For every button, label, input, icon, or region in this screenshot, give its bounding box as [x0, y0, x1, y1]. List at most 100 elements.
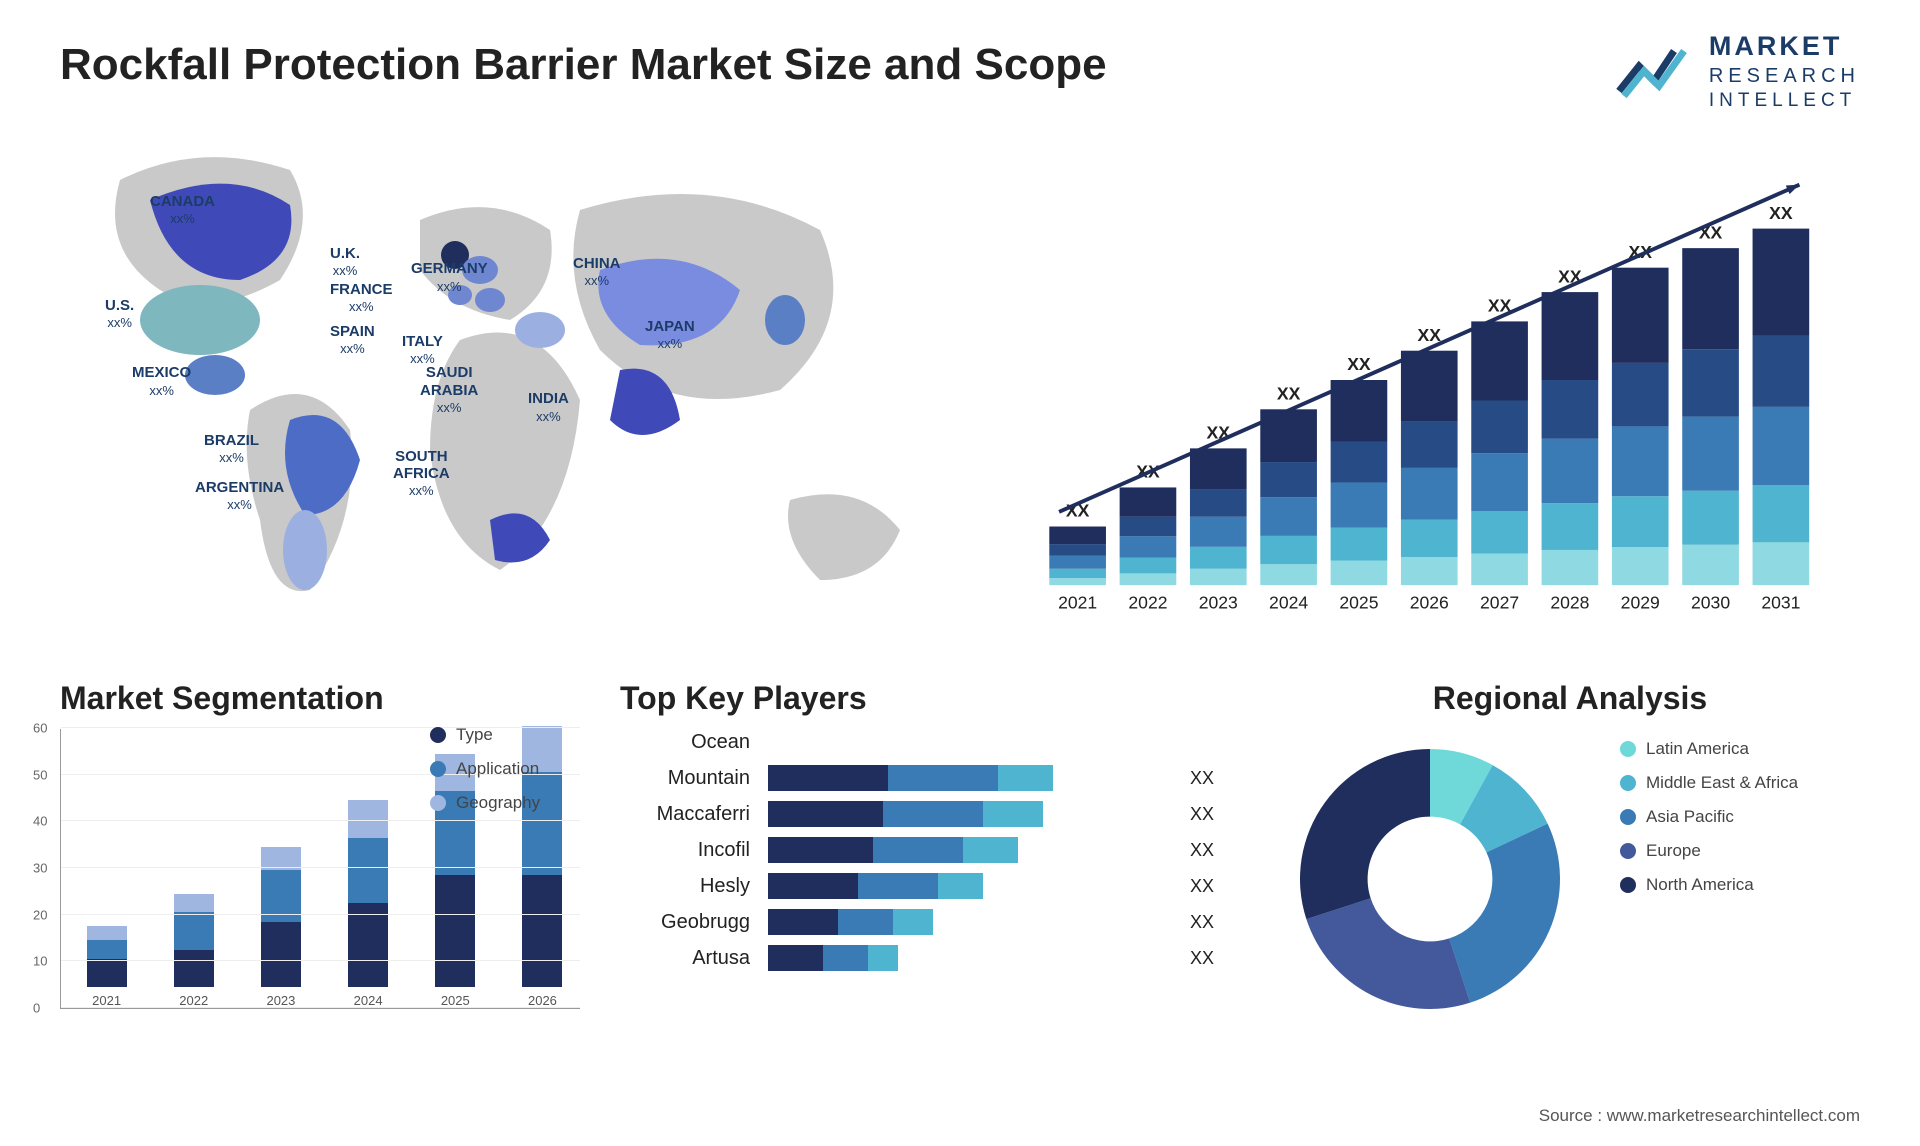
seg-bar	[261, 847, 301, 987]
growth-year-label: 2027	[1480, 593, 1519, 613]
growth-bar-seg	[1049, 578, 1106, 585]
players-section: Top Key Players OceanMountainXXMaccaferr…	[620, 680, 1240, 1029]
player-name: Maccaferri	[620, 803, 750, 826]
world-map: CANADAxx%U.S.xx%MEXICOxx%BRAZILxx%ARGENT…	[60, 120, 960, 640]
donut-slice	[1300, 749, 1430, 919]
logo-icon	[1614, 41, 1694, 101]
seg-xlabel: 2025	[441, 993, 470, 1008]
seg-ytick: 10	[33, 954, 47, 969]
growth-bar-seg	[1753, 336, 1810, 407]
regional-section: Regional Analysis Latin AmericaMiddle Ea…	[1280, 680, 1860, 1029]
country-label: SOUTHAFRICAxx%	[393, 448, 450, 500]
segmentation-legend: TypeApplicationGeography	[430, 725, 540, 827]
logo-line3: INTELLECT	[1709, 89, 1860, 113]
growth-bar-seg	[1190, 547, 1247, 569]
growth-bar-value: XX	[1347, 354, 1371, 374]
source-text: Source : www.marketresearchintellect.com	[1539, 1106, 1860, 1126]
region-legend-item: Latin America	[1620, 739, 1798, 759]
growth-bar-seg	[1401, 351, 1458, 421]
growth-year-label: 2031	[1761, 593, 1800, 613]
country-label: U.S.xx%	[105, 297, 134, 332]
growth-bar-seg	[1401, 468, 1458, 520]
seg-ytick: 30	[33, 861, 47, 876]
growth-bar-seg	[1049, 556, 1106, 569]
growth-bar-seg	[1542, 380, 1599, 439]
growth-bar-seg	[1120, 517, 1177, 537]
growth-bar-seg	[1542, 292, 1599, 380]
growth-bar-seg	[1542, 439, 1599, 503]
growth-bar-seg	[1049, 544, 1106, 556]
player-name: Geobrugg	[620, 911, 750, 934]
growth-year-label: 2030	[1691, 593, 1730, 613]
growth-bar-seg	[1682, 545, 1739, 585]
growth-bar-seg	[1682, 248, 1739, 349]
player-value: XX	[1190, 912, 1240, 933]
growth-bar-seg	[1682, 491, 1739, 545]
growth-bar-value: XX	[1769, 203, 1793, 223]
logo-line2: RESEARCH	[1709, 64, 1860, 89]
growth-bar-seg	[1612, 363, 1669, 426]
growth-bar-seg	[1401, 421, 1458, 468]
growth-bar-seg	[1612, 496, 1669, 547]
region-legend-item: Europe	[1620, 841, 1798, 861]
growth-bar-seg	[1753, 407, 1810, 485]
seg-xlabel: 2021	[92, 993, 121, 1008]
player-name: Hesly	[620, 875, 750, 898]
country-label: MEXICOxx%	[132, 364, 191, 399]
growth-bar-value: XX	[1277, 384, 1301, 404]
players-title: Top Key Players	[620, 680, 1240, 717]
seg-legend-item: Application	[430, 759, 540, 779]
growth-bar-seg	[1049, 569, 1106, 578]
growth-bar-seg	[1542, 550, 1599, 585]
region-legend-item: Asia Pacific	[1620, 807, 1798, 827]
seg-ytick: 50	[33, 767, 47, 782]
growth-year-label: 2023	[1199, 593, 1238, 613]
growth-bar-seg	[1260, 462, 1317, 497]
growth-bar-seg	[1120, 558, 1177, 574]
country-label: CANADAxx%	[150, 193, 215, 228]
country-label: ARGENTINAxx%	[195, 479, 284, 514]
page-title: Rockfall Protection Barrier Market Size …	[60, 40, 1860, 90]
country-label: ITALYxx%	[402, 333, 443, 368]
seg-bar	[174, 894, 214, 987]
growth-bar-seg	[1471, 321, 1528, 400]
players-list: OceanMountainXXMaccaferriXXIncofilXXHesl…	[620, 729, 1240, 971]
player-bar	[768, 801, 1172, 827]
seg-xlabel: 2024	[354, 993, 383, 1008]
player-name: Mountain	[620, 767, 750, 790]
country-label: INDIAxx%	[528, 390, 569, 425]
growth-bar-seg	[1120, 536, 1177, 557]
seg-ytick: 60	[33, 721, 47, 736]
player-value: XX	[1190, 804, 1240, 825]
player-bar	[768, 837, 1172, 863]
growth-bar-seg	[1753, 229, 1810, 336]
growth-bar-seg	[1190, 489, 1247, 516]
growth-bar-seg	[1120, 573, 1177, 585]
growth-bar-seg	[1471, 453, 1528, 511]
country-label: JAPANxx%	[645, 318, 695, 353]
player-value: XX	[1190, 840, 1240, 861]
growth-bar-seg	[1049, 527, 1106, 545]
country-label: SAUDIARABIAxx%	[420, 364, 478, 416]
growth-year-label: 2024	[1269, 593, 1308, 613]
growth-bar-seg	[1682, 349, 1739, 416]
donut-slice	[1449, 824, 1560, 1003]
segmentation-title: Market Segmentation	[60, 680, 580, 717]
player-bar	[768, 873, 1172, 899]
region-legend-item: North America	[1620, 875, 1798, 895]
growth-bar-seg	[1331, 442, 1388, 483]
growth-bar-seg	[1190, 448, 1247, 489]
growth-year-label: 2026	[1410, 593, 1449, 613]
growth-bar-seg	[1471, 401, 1528, 454]
player-name: Incofil	[620, 839, 750, 862]
country-label: GERMANYxx%	[411, 260, 488, 295]
country-label: FRANCExx%	[330, 281, 393, 316]
growth-year-label: 2022	[1128, 593, 1167, 613]
growth-year-label: 2028	[1550, 593, 1589, 613]
seg-ytick: 0	[33, 1001, 40, 1016]
growth-bar-seg	[1612, 268, 1669, 363]
regional-donut	[1280, 729, 1580, 1029]
seg-xlabel: 2023	[266, 993, 295, 1008]
seg-bar	[348, 800, 388, 987]
growth-arrow-head	[1786, 185, 1800, 194]
